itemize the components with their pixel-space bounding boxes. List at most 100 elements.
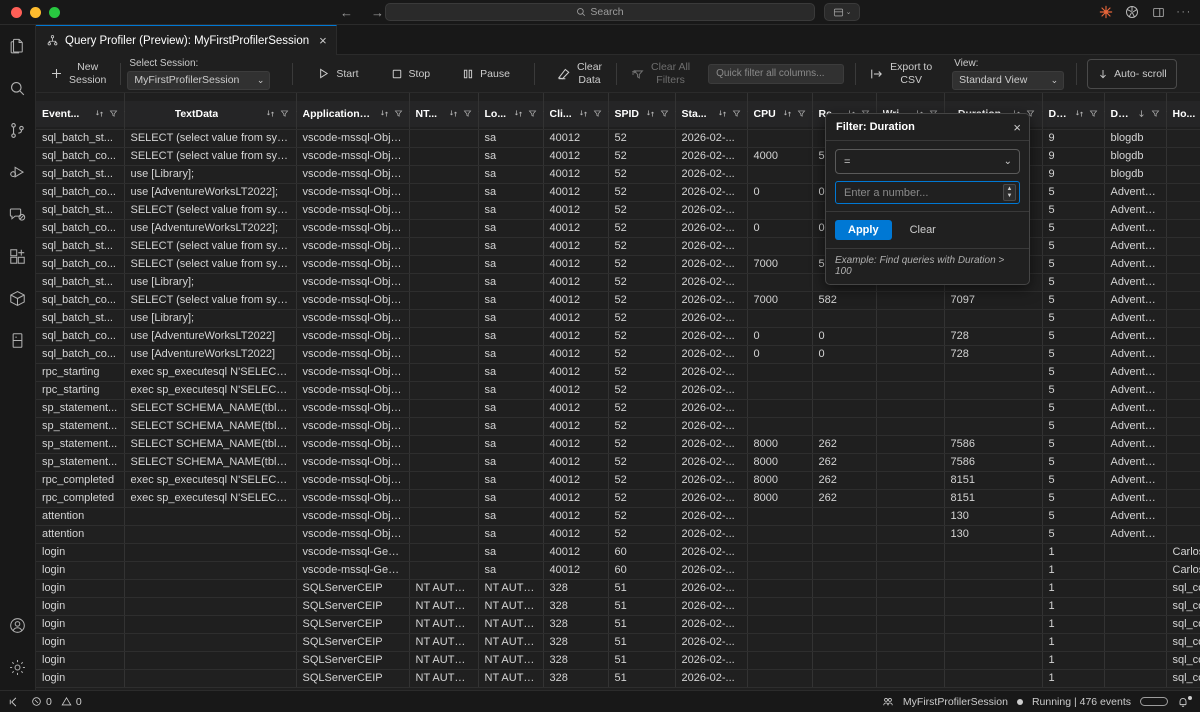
- start-button[interactable]: Start: [309, 58, 366, 90]
- sort-icon[interactable]: [646, 109, 655, 118]
- sidebar-item-database[interactable]: [0, 325, 36, 355]
- pause-button[interactable]: Pause: [454, 58, 518, 90]
- table-row[interactable]: attention vscode-mssql-Objec... sa 40012 52 2…: [36, 507, 1200, 526]
- filter-icon[interactable]: [1151, 109, 1160, 118]
- layout-manager-button[interactable]: ⌄: [824, 3, 860, 21]
- clear-all-filters-button[interactable]: Clear All Filters: [623, 58, 698, 90]
- sort-icon[interactable]: [266, 109, 275, 118]
- column-header-ho-14[interactable]: Ho...: [1166, 101, 1200, 128]
- clear-data-button[interactable]: Clear Data: [549, 58, 610, 90]
- table-row[interactable]: login SQLServerCEIP NT AUTH... NT AUTH... 32…: [36, 669, 1200, 688]
- problems-status[interactable]: 0 0: [31, 696, 82, 708]
- command-center-search[interactable]: Search: [385, 3, 815, 21]
- stop-button[interactable]: Stop: [383, 58, 439, 90]
- column-header-event-0[interactable]: Event...: [36, 101, 125, 128]
- table-row[interactable]: sql_batch_co... use [AdventureWorksLT2022…: [36, 327, 1200, 346]
- filter-icon[interactable]: [1026, 109, 1035, 118]
- column-header-sta-7[interactable]: Sta...: [675, 101, 748, 128]
- column-header-spid-6[interactable]: SPID: [608, 101, 676, 128]
- stepper-down-icon[interactable]: ▼: [1006, 192, 1013, 199]
- close-icon[interactable]: ×: [319, 33, 327, 48]
- quick-filter-input[interactable]: Quick filter all columns...: [708, 63, 845, 84]
- table-row[interactable]: rpc_starting exec sp_executesql N'SELECT …: [36, 363, 1200, 382]
- sidebar-item-search[interactable]: [0, 73, 36, 103]
- table-row[interactable]: sp_statement... SELECT SCHEMA_NAME(tbl.sc…: [36, 399, 1200, 418]
- filter-icon[interactable]: [732, 109, 741, 118]
- filter-icon[interactable]: [280, 109, 289, 118]
- sidebar-item-settings[interactable]: [0, 652, 36, 682]
- filter-icon[interactable]: [593, 109, 602, 118]
- remote-window-button[interactable]: [8, 696, 20, 708]
- navigation-arrows[interactable]: ← →: [340, 5, 384, 20]
- column-header-nt-3[interactable]: NT...: [409, 101, 479, 128]
- sidebar-item-explorer[interactable]: [0, 31, 36, 61]
- navigate-forward-icon[interactable]: →: [371, 4, 384, 20]
- table-row[interactable]: sp_statement... SELECT SCHEMA_NAME(tbl.sc…: [36, 435, 1200, 454]
- table-row[interactable]: sp_statement... SELECT SCHEMA_NAME(tbl.sc…: [36, 417, 1200, 436]
- table-row[interactable]: attention vscode-mssql-Objec... sa 40012 52 2…: [36, 525, 1200, 544]
- table-row[interactable]: sql_batch_st... use [Library]; vscode-mssq…: [36, 309, 1200, 328]
- table-row[interactable]: login vscode-mssql-Gener... sa 40012 60 2026-…: [36, 561, 1200, 580]
- filter-icon[interactable]: [109, 109, 118, 118]
- table-row[interactable]: login SQLServerCEIP NT AUTH... NT AUTH... 32…: [36, 597, 1200, 616]
- filter-icon[interactable]: [660, 109, 669, 118]
- filter-number-input[interactable]: Enter a number... ▲ ▼: [835, 181, 1020, 204]
- sparkle-icon[interactable]: [1098, 4, 1114, 20]
- table-row[interactable]: login SQLServerCEIP NT AUTH... NT AUTH... 32…: [36, 651, 1200, 670]
- table-row[interactable]: login SQLServerCEIP NT AUTH... NT AUTH... 32…: [36, 633, 1200, 652]
- minimize-window-button[interactable]: [30, 6, 41, 18]
- select-session-dropdown[interactable]: MyFirstProfilerSession ⌄: [127, 70, 271, 90]
- apply-button[interactable]: Apply: [835, 220, 892, 240]
- sidebar-item-accounts[interactable]: [0, 610, 36, 640]
- filter-icon[interactable]: [1089, 109, 1098, 118]
- table-row[interactable]: rpc_starting exec sp_executesql N'SELECT …: [36, 381, 1200, 400]
- sort-icon[interactable]: [718, 109, 727, 118]
- window-controls[interactable]: [0, 6, 60, 18]
- bell-dot-icon[interactable]: [1177, 696, 1192, 708]
- filter-operator-dropdown[interactable]: = ⌄: [835, 149, 1020, 174]
- sidebar-item-run-debug[interactable]: [0, 157, 36, 187]
- sort-icon[interactable]: [449, 109, 458, 118]
- sort-icon[interactable]: [95, 109, 104, 118]
- sidebar-item-source-control[interactable]: [0, 115, 36, 145]
- table-row[interactable]: login SQLServerCEIP NT AUTH... NT AUTH... 32…: [36, 615, 1200, 634]
- sort-icon[interactable]: [380, 109, 389, 118]
- filter-icon[interactable]: [463, 109, 472, 118]
- maximize-window-button[interactable]: [49, 6, 60, 18]
- panel-layout-icon[interactable]: [1150, 4, 1166, 20]
- column-header-cpu-8[interactable]: CPU: [747, 101, 813, 128]
- titlebar-actions[interactable]: ···: [1098, 4, 1192, 20]
- navigate-back-icon[interactable]: ←: [340, 4, 353, 20]
- table-row[interactable]: sql_batch_co... SELECT (select value from…: [36, 291, 1200, 310]
- column-header-textdata-1[interactable]: TextData: [124, 101, 297, 128]
- export-csv-button[interactable]: Export to CSV: [862, 58, 940, 90]
- filter-icon[interactable]: [528, 109, 537, 118]
- close-window-button[interactable]: [11, 6, 22, 18]
- sort-icon[interactable]: [783, 109, 792, 118]
- sidebar-item-containers[interactable]: [0, 283, 36, 313]
- filter-icon[interactable]: [797, 109, 806, 118]
- table-row[interactable]: login SQLServerCEIP NT AUTH... NT AUTH... 32…: [36, 579, 1200, 598]
- column-header-dat-13[interactable]: Dat...: [1104, 101, 1167, 128]
- sidebar-item-remote-explorer[interactable]: [0, 199, 36, 229]
- filter-icon[interactable]: [394, 109, 403, 118]
- sort-icon[interactable]: [579, 109, 588, 118]
- status-session-name[interactable]: MyFirstProfilerSession: [902, 695, 1008, 708]
- new-session-button[interactable]: New Session: [42, 58, 114, 90]
- profiler-session-icon[interactable]: [882, 696, 894, 708]
- table-row[interactable]: login vscode-mssql-Gener... sa 40012 60 2026-…: [36, 543, 1200, 562]
- table-row[interactable]: sp_statement... SELECT SCHEMA_NAME(tbl.sc…: [36, 453, 1200, 472]
- clear-button[interactable]: Clear: [909, 224, 936, 236]
- number-stepper[interactable]: ▲ ▼: [1003, 184, 1016, 201]
- column-header-lo-4[interactable]: Lo...: [478, 101, 544, 128]
- close-icon[interactable]: ×: [1013, 119, 1021, 135]
- table-row[interactable]: rpc_completed exec sp_executesql N'SELECT…: [36, 489, 1200, 508]
- duration-filter-popover[interactable]: Filter: Duration × = ⌄ Enter a number...…: [825, 113, 1030, 285]
- column-header-applicationn-2[interactable]: ApplicationN...: [296, 101, 410, 128]
- arrow-down-icon[interactable]: [1137, 109, 1146, 118]
- sort-icon[interactable]: [514, 109, 523, 118]
- autoscroll-toggle[interactable]: Auto- scroll: [1087, 58, 1177, 89]
- sidebar-item-extensions[interactable]: [0, 241, 36, 271]
- tab-query-profiler[interactable]: Query Profiler (Preview): MyFirstProfile…: [36, 25, 337, 55]
- sort-icon[interactable]: [1075, 109, 1084, 118]
